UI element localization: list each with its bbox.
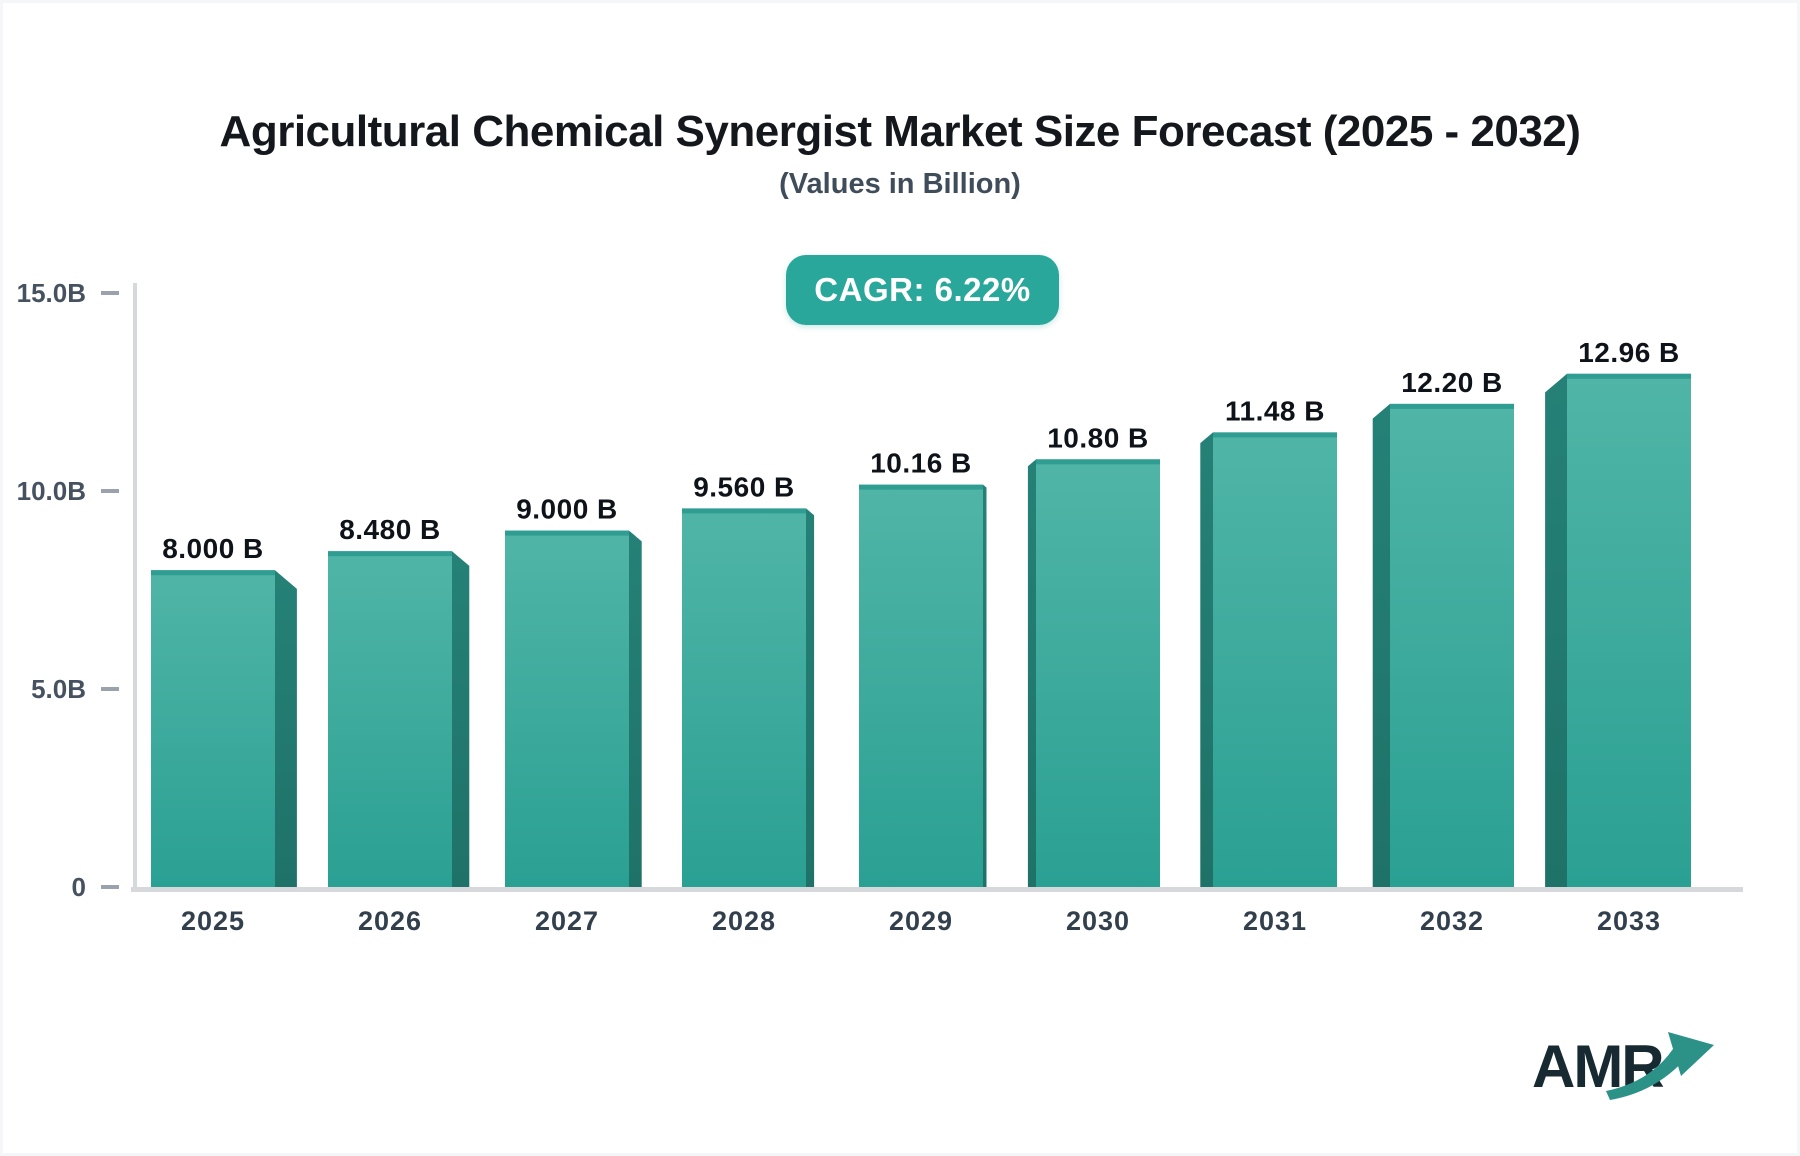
- bar-top-edge: [859, 484, 983, 490]
- x-axis-category-label: 2025: [181, 906, 245, 936]
- bar-side-face: [1372, 403, 1390, 887]
- bar-value-label: 12.96 B: [1578, 337, 1680, 368]
- x-axis-category-label: 2029: [889, 906, 953, 936]
- bar-face: [151, 570, 275, 887]
- bar-value-label: 12.20 B: [1401, 367, 1503, 398]
- x-axis-category-label: 2032: [1420, 906, 1484, 936]
- bar-face: [1567, 373, 1691, 887]
- y-axis-label: 5.0B: [31, 674, 86, 704]
- y-axis-label: 15.0B: [17, 278, 86, 308]
- bar-2033: [1545, 373, 1691, 887]
- x-axis-category-label: 2027: [535, 906, 599, 936]
- bar-top-edge: [1390, 403, 1514, 409]
- x-axis-category-label: 2028: [712, 906, 776, 936]
- bar-top-edge: [1036, 459, 1160, 465]
- bar-top-edge: [328, 551, 452, 557]
- amr-logo: AMR: [1528, 1030, 1728, 1120]
- bar-side-face: [806, 508, 815, 887]
- bar-side-face: [629, 530, 642, 887]
- bar-top-edge: [1213, 432, 1337, 438]
- bar-2027: [505, 530, 642, 887]
- bar-side-face: [983, 484, 987, 887]
- growth-arrow-icon: [1606, 1032, 1714, 1100]
- bar-2030: [1027, 459, 1160, 887]
- chart-subtitle: (Values in Billion): [779, 168, 1021, 200]
- bar-top-edge: [151, 570, 275, 576]
- bar-value-label: 10.80 B: [1047, 422, 1149, 453]
- bar-face: [1390, 403, 1514, 887]
- bar-side-face: [452, 551, 470, 887]
- bar-2029: [859, 484, 987, 887]
- bar-value-label: 9.000 B: [516, 494, 618, 525]
- bar-value-label: 10.16 B: [870, 448, 972, 479]
- x-axis-category-label: 2031: [1243, 906, 1307, 936]
- bar-side-face: [1200, 432, 1213, 887]
- bar-face: [682, 508, 806, 887]
- bar-2032: [1372, 403, 1514, 887]
- cagr-badge-label: CAGR: 6.22%: [814, 271, 1031, 308]
- bar-top-edge: [1567, 373, 1691, 379]
- bar-2031: [1200, 432, 1337, 887]
- y-axis-label: 10.0B: [17, 476, 86, 506]
- bar-face: [1036, 459, 1160, 887]
- bar-face: [859, 484, 983, 887]
- chart-title: Agricultural Chemical Synergist Market S…: [219, 107, 1581, 156]
- bar-2028: [682, 508, 815, 887]
- x-axis-category-label: 2030: [1066, 906, 1130, 936]
- bar-value-label: 8.000 B: [162, 533, 264, 564]
- bar-2025: [151, 570, 297, 887]
- y-axis-label: 0: [72, 872, 86, 902]
- bar-side-face: [1545, 373, 1567, 887]
- bar-face: [328, 551, 452, 887]
- x-axis-category-label: 2026: [358, 906, 422, 936]
- bar-value-label: 8.480 B: [339, 514, 441, 545]
- bar-top-edge: [682, 508, 806, 514]
- bar-face: [505, 530, 629, 887]
- cagr-badge: CAGR: 6.22%: [786, 255, 1059, 325]
- x-axis-category-label: 2033: [1597, 906, 1661, 936]
- bar-side-face: [1027, 459, 1036, 887]
- bar-face: [1213, 432, 1337, 887]
- bar-value-label: 9.560 B: [693, 471, 795, 502]
- bar-2026: [328, 551, 470, 887]
- bar-value-label: 11.48 B: [1225, 395, 1325, 426]
- bar-side-face: [275, 570, 297, 887]
- bar-top-edge: [505, 530, 629, 536]
